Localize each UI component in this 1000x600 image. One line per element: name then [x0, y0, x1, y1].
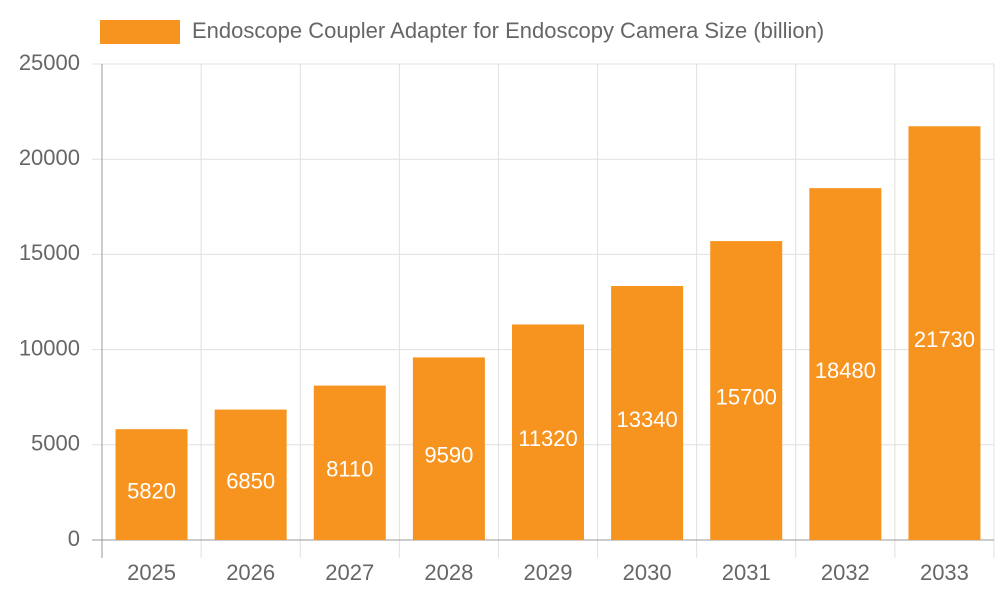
value-label: 9590: [424, 443, 473, 468]
y-tick-label: 25000: [19, 50, 80, 75]
x-tick-label: 2028: [424, 560, 473, 585]
bar: [710, 241, 783, 540]
bar: [412, 357, 485, 540]
y-tick-label: 20000: [19, 145, 80, 170]
y-tick-label: 10000: [19, 335, 80, 360]
x-tick-label: 2031: [722, 560, 771, 585]
bar: [908, 126, 981, 540]
value-label: 8110: [326, 457, 373, 482]
bar: [115, 429, 188, 540]
x-tick-label: 2032: [821, 560, 870, 585]
bar: [611, 286, 684, 540]
value-label: 15700: [716, 384, 777, 409]
bar: [809, 188, 882, 540]
y-tick-label: 15000: [19, 240, 80, 265]
value-label: 5820: [127, 478, 176, 503]
value-label: 13340: [617, 407, 678, 432]
legend-label: Endoscope Coupler Adapter for Endoscopy …: [192, 18, 824, 43]
x-tick-label: 2033: [920, 560, 969, 585]
x-tick-label: 2029: [524, 560, 573, 585]
value-label: 11320: [518, 426, 578, 451]
legend-swatch: [100, 20, 180, 44]
x-tick-label: 2026: [226, 560, 275, 585]
y-tick-label: 0: [68, 526, 80, 551]
x-tick-label: 2030: [623, 560, 672, 585]
x-tick-label: 2027: [325, 560, 374, 585]
bar: [512, 324, 584, 540]
y-tick-label: 5000: [31, 431, 80, 456]
value-label: 21730: [914, 327, 975, 352]
bar: [214, 409, 287, 540]
value-label: 6850: [226, 469, 275, 494]
value-label: 18480: [815, 358, 876, 383]
x-tick-label: 2025: [127, 560, 176, 585]
bar: [313, 385, 386, 540]
